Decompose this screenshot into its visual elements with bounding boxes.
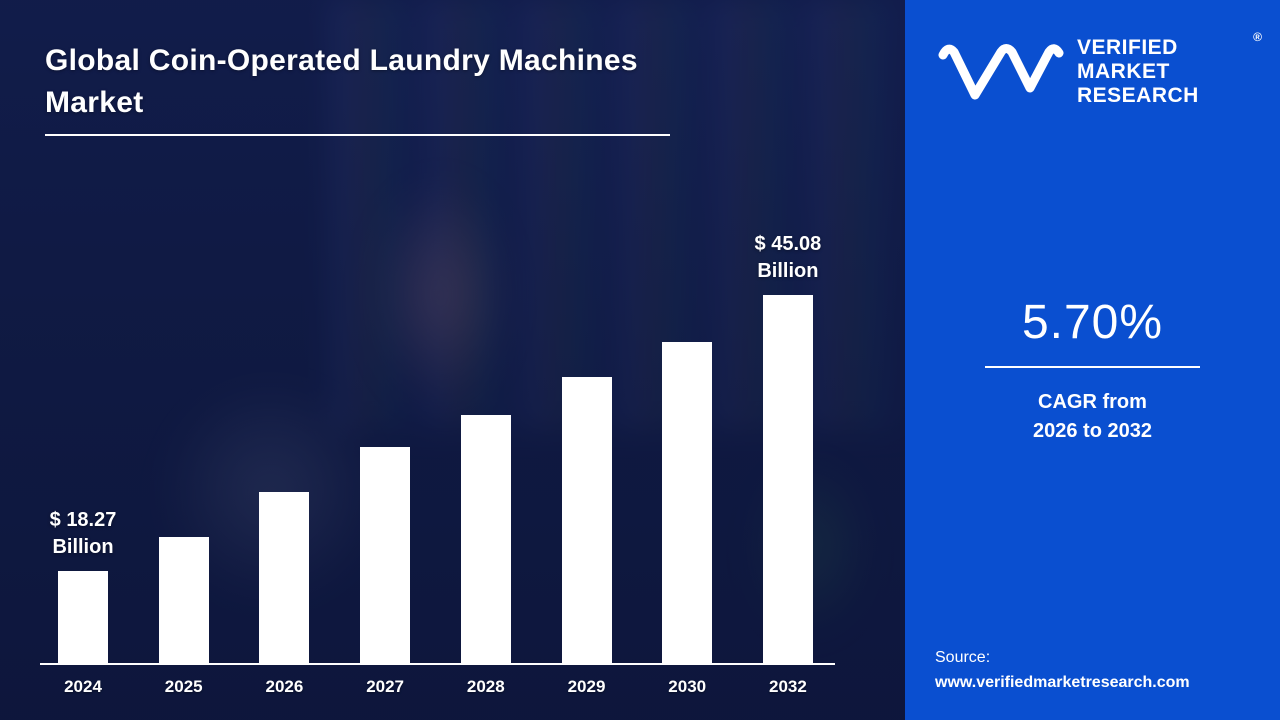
brand-logo: VERIFIED MARKET RESEARCH ® (935, 30, 1262, 108)
bar-year-label: 2027 (366, 677, 405, 696)
bar-group: 2030 (662, 342, 713, 696)
registered-trademark-icon: ® (1253, 30, 1262, 44)
bar-group: 2025 (158, 537, 209, 696)
page-title: Global Coin-Operated Laundry Machines Ma… (45, 44, 638, 119)
bar (259, 492, 310, 663)
bar-value-label: $ 45.08 Billion (754, 233, 822, 282)
bar-year-label: 2026 (265, 677, 304, 696)
bar (662, 342, 713, 663)
bar-year-label: 2030 (668, 677, 707, 696)
background-tint-overlay (0, 0, 905, 720)
source-label: Source: (935, 649, 991, 667)
title-block: Global Coin-Operated Laundry Machines Ma… (45, 40, 695, 136)
cagr-caption-line2: 2026 to 2032 (1033, 420, 1152, 442)
bar-group: $ 45.08 Billion 2032 (755, 233, 822, 696)
bar-year-label: 2025 (164, 677, 203, 696)
title-underline (45, 134, 670, 136)
bar-chart: $ 18.27 Billion 2024 2025 2026 2027 2028 2029 20… (40, 233, 835, 696)
x-axis-baseline (40, 663, 835, 665)
bar-group: 2026 (259, 492, 310, 696)
bar (360, 447, 411, 663)
source-block: Source: www.verifiedmarketresearch.com (935, 646, 1190, 696)
bar-year-label: 2028 (466, 677, 505, 696)
bar (561, 377, 612, 663)
bar (460, 415, 511, 663)
cagr-value: 5.70% (1021, 296, 1164, 349)
bar-year-label: 2024 (64, 677, 102, 696)
bar (58, 571, 108, 663)
chart-panel: Global Coin-Operated Laundry Machines Ma… (0, 0, 905, 720)
brand-line-market: MARKET (1077, 60, 1170, 84)
bar-year-label: 2029 (567, 677, 606, 696)
bars: $ 18.27 Billion 2024 2025 2026 2027 2028 2029 20… (50, 233, 822, 696)
bar-group: 2027 (360, 447, 411, 696)
bar (158, 537, 209, 663)
bar-group: 2029 (561, 377, 612, 696)
cagr-caption: CAGR from 2026 to 2032 (905, 388, 1280, 446)
bar-year-label: 2032 (769, 677, 807, 696)
cagr-underline (985, 366, 1200, 368)
bar (762, 295, 813, 663)
bar-group: 2028 (460, 415, 511, 696)
source-url[interactable]: www.verifiedmarketresearch.com (935, 674, 1190, 692)
cagr-caption-line1: CAGR from (1038, 391, 1147, 413)
bar-value-label: $ 18.27 Billion (49, 509, 117, 558)
brand-line-research: RESEARCH (1077, 84, 1199, 108)
cagr-block: 5.70% CAGR from 2026 to 2032 (905, 295, 1280, 446)
vmr-logo-icon (938, 44, 1064, 100)
info-panel: VERIFIED MARKET RESEARCH ® 5.70% CAGR fr… (905, 0, 1280, 720)
brand-line-verified: VERIFIED (1077, 36, 1178, 59)
brand-name: VERIFIED MARKET RESEARCH (1077, 36, 1199, 108)
background-photo (0, 0, 905, 720)
bar-group: $ 18.27 Billion 2024 (50, 509, 117, 696)
